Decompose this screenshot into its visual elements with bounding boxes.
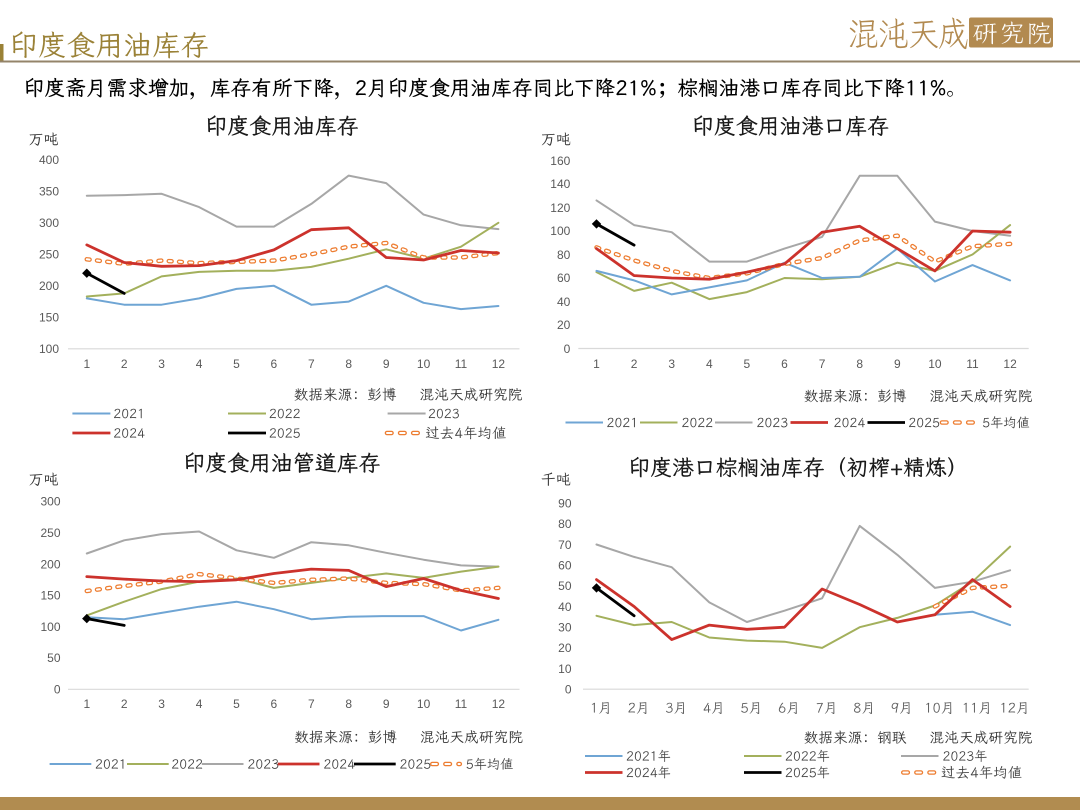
svg-text:7: 7: [819, 357, 826, 371]
svg-text:9: 9: [383, 357, 390, 371]
svg-text:12: 12: [492, 697, 506, 711]
svg-text:6: 6: [271, 697, 278, 711]
svg-text:120: 120: [550, 201, 570, 215]
svg-text:10: 10: [417, 357, 431, 371]
svg-text:80: 80: [557, 248, 571, 262]
svg-text:20: 20: [558, 641, 572, 655]
svg-text:8: 8: [345, 697, 352, 711]
svg-text:200: 200: [39, 279, 59, 293]
svg-text:4: 4: [706, 357, 713, 371]
svg-text:12: 12: [1003, 357, 1017, 371]
svg-text:9: 9: [383, 697, 390, 711]
svg-text:60: 60: [558, 558, 572, 572]
svg-text:5: 5: [233, 697, 240, 711]
svg-text:12: 12: [492, 357, 506, 371]
svg-text:400: 400: [39, 153, 59, 167]
svg-text:7: 7: [308, 697, 315, 711]
svg-text:2: 2: [631, 357, 638, 371]
svg-text:3: 3: [668, 357, 675, 371]
svg-text:0: 0: [564, 342, 571, 356]
svg-text:90: 90: [558, 496, 572, 510]
svg-text:200: 200: [40, 557, 60, 571]
svg-text:4: 4: [196, 697, 203, 711]
svg-text:300: 300: [40, 495, 60, 509]
svg-text:5: 5: [233, 357, 240, 371]
svg-text:4: 4: [196, 357, 203, 371]
svg-text:7: 7: [308, 357, 315, 371]
svg-text:2: 2: [121, 357, 128, 371]
svg-text:20: 20: [557, 318, 571, 332]
svg-text:30: 30: [558, 620, 572, 634]
svg-text:3: 3: [158, 697, 165, 711]
svg-text:10: 10: [928, 357, 942, 371]
svg-text:8: 8: [345, 357, 352, 371]
svg-text:1: 1: [83, 697, 90, 711]
svg-text:10: 10: [558, 662, 572, 676]
svg-text:2: 2: [121, 697, 128, 711]
svg-text:0: 0: [565, 683, 572, 697]
svg-text:100: 100: [39, 342, 59, 356]
svg-text:11: 11: [455, 697, 468, 711]
svg-text:50: 50: [558, 579, 572, 593]
svg-text:9: 9: [894, 357, 901, 371]
svg-text:1: 1: [83, 357, 90, 371]
svg-text:160: 160: [550, 154, 570, 168]
svg-text:150: 150: [40, 589, 60, 603]
svg-text:60: 60: [557, 271, 571, 285]
svg-text:100: 100: [40, 620, 60, 634]
svg-text:140: 140: [550, 177, 570, 191]
svg-text:6: 6: [781, 357, 788, 371]
svg-text:50: 50: [47, 651, 61, 665]
svg-text:3: 3: [158, 357, 165, 371]
svg-text:40: 40: [557, 295, 571, 309]
svg-text:250: 250: [40, 526, 60, 540]
svg-text:10: 10: [417, 697, 431, 711]
svg-text:300: 300: [39, 216, 59, 230]
svg-text:250: 250: [39, 248, 59, 262]
svg-text:1: 1: [593, 357, 600, 371]
svg-text:80: 80: [558, 517, 572, 531]
svg-text:6: 6: [271, 357, 278, 371]
svg-text:5: 5: [744, 357, 751, 371]
svg-text:100: 100: [550, 224, 570, 238]
svg-text:0: 0: [54, 683, 61, 697]
svg-text:8: 8: [856, 357, 863, 371]
svg-text:70: 70: [558, 538, 572, 552]
svg-text:40: 40: [558, 600, 572, 614]
svg-text:150: 150: [39, 311, 59, 325]
svg-text:350: 350: [39, 185, 59, 199]
svg-text:11: 11: [455, 357, 468, 371]
svg-text:11: 11: [966, 357, 979, 371]
